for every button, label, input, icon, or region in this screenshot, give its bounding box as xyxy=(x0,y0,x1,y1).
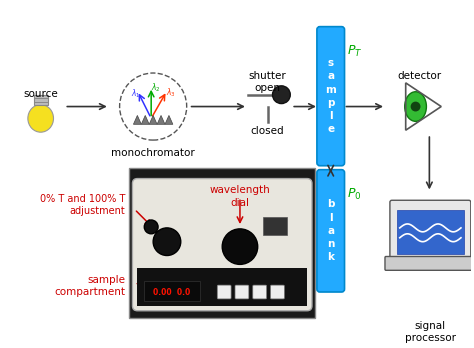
Polygon shape xyxy=(157,116,165,124)
FancyBboxPatch shape xyxy=(137,268,307,306)
Circle shape xyxy=(222,229,258,264)
FancyBboxPatch shape xyxy=(132,179,312,311)
Text: $\lambda_1$: $\lambda_1$ xyxy=(131,88,141,100)
Text: $P_0$: $P_0$ xyxy=(346,187,361,202)
Circle shape xyxy=(153,228,181,255)
Text: signal
processor: signal processor xyxy=(405,321,456,343)
Text: shutter
open: shutter open xyxy=(249,71,286,93)
Text: wavelength
dial: wavelength dial xyxy=(210,185,270,208)
FancyBboxPatch shape xyxy=(144,281,201,301)
FancyBboxPatch shape xyxy=(397,210,464,254)
FancyBboxPatch shape xyxy=(390,200,471,261)
FancyBboxPatch shape xyxy=(129,168,315,318)
Text: monochromator: monochromator xyxy=(111,148,195,158)
Text: $P_T$: $P_T$ xyxy=(346,44,362,59)
Text: 0% T and 100% T
adjustment: 0% T and 100% T adjustment xyxy=(40,194,126,216)
Text: sample
compartment: sample compartment xyxy=(55,275,126,297)
Text: detector: detector xyxy=(397,71,442,81)
Circle shape xyxy=(273,86,290,104)
FancyBboxPatch shape xyxy=(385,256,474,270)
Polygon shape xyxy=(165,116,173,124)
Circle shape xyxy=(144,220,158,234)
Ellipse shape xyxy=(28,104,54,132)
Text: closed: closed xyxy=(251,126,284,136)
Polygon shape xyxy=(149,116,157,124)
FancyBboxPatch shape xyxy=(317,27,345,166)
FancyBboxPatch shape xyxy=(217,285,231,299)
Polygon shape xyxy=(141,116,149,124)
Polygon shape xyxy=(133,116,141,124)
FancyBboxPatch shape xyxy=(235,285,249,299)
Text: 0.00  0.0: 0.00 0.0 xyxy=(153,288,191,298)
FancyBboxPatch shape xyxy=(271,285,284,299)
Text: s
a
m
p
l
e: s a m p l e xyxy=(325,58,336,134)
Polygon shape xyxy=(34,95,47,104)
FancyBboxPatch shape xyxy=(253,285,266,299)
Text: $\lambda_3$: $\lambda_3$ xyxy=(166,87,176,99)
Text: b
l
a
n
k: b l a n k xyxy=(327,199,335,262)
Text: source: source xyxy=(23,89,58,99)
Ellipse shape xyxy=(405,92,427,121)
FancyBboxPatch shape xyxy=(263,217,287,235)
FancyBboxPatch shape xyxy=(317,170,345,292)
Text: $\lambda_2$: $\lambda_2$ xyxy=(151,82,161,94)
Circle shape xyxy=(410,102,420,111)
